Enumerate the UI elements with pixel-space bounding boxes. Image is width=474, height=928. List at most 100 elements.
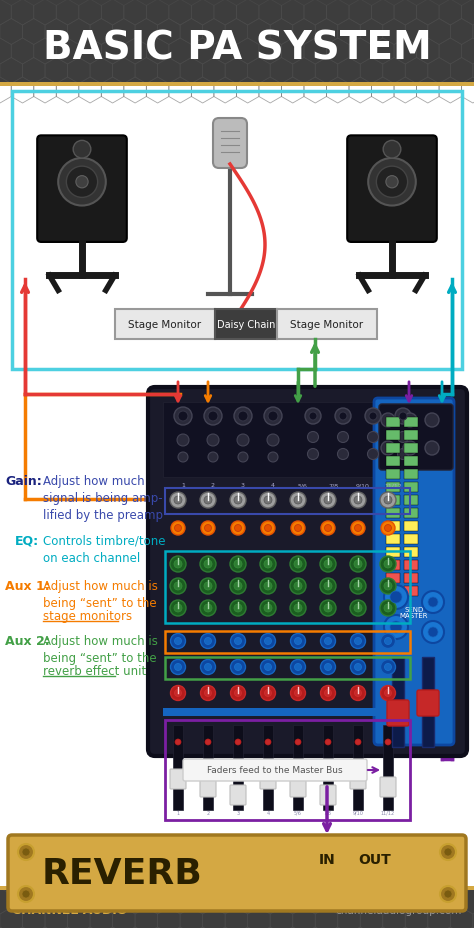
Circle shape — [230, 557, 246, 573]
Circle shape — [174, 407, 192, 426]
Bar — [163, 403, 452, 478]
Circle shape — [265, 740, 271, 745]
Circle shape — [425, 414, 439, 428]
Bar — [0, 83, 474, 87]
Circle shape — [230, 600, 246, 616]
Bar — [323, 725, 333, 810]
Circle shape — [264, 664, 272, 671]
Circle shape — [380, 557, 396, 573]
FancyBboxPatch shape — [213, 119, 247, 169]
Text: 9/10: 9/10 — [356, 483, 370, 487]
Circle shape — [175, 740, 181, 745]
Bar — [386, 496, 400, 506]
Circle shape — [381, 686, 395, 701]
Bar — [386, 418, 400, 428]
Text: channelaudiogroup.com: channelaudiogroup.com — [336, 905, 462, 915]
Circle shape — [261, 522, 275, 535]
Circle shape — [291, 634, 306, 649]
Text: 4: 4 — [271, 483, 275, 487]
Circle shape — [200, 493, 216, 509]
Bar — [0, 886, 474, 890]
Circle shape — [264, 407, 282, 426]
Circle shape — [350, 578, 366, 594]
Text: 4: 4 — [266, 810, 270, 815]
FancyBboxPatch shape — [417, 690, 439, 716]
Circle shape — [380, 493, 396, 509]
Circle shape — [320, 578, 336, 594]
Text: Stage Monitor: Stage Monitor — [291, 319, 364, 329]
Circle shape — [309, 413, 317, 420]
Circle shape — [235, 525, 241, 532]
Circle shape — [268, 411, 278, 421]
FancyBboxPatch shape — [8, 835, 466, 911]
Circle shape — [170, 578, 186, 594]
Circle shape — [365, 408, 381, 424]
Circle shape — [390, 591, 402, 603]
FancyBboxPatch shape — [347, 136, 437, 243]
Circle shape — [291, 522, 305, 535]
Circle shape — [178, 411, 188, 421]
Circle shape — [425, 442, 439, 456]
Text: stage monitors: stage monitors — [43, 610, 132, 623]
Circle shape — [260, 600, 276, 616]
Circle shape — [294, 664, 301, 671]
Circle shape — [234, 604, 242, 612]
Text: Controls timbre/tone
on each channel: Controls timbre/tone on each channel — [43, 535, 165, 564]
FancyBboxPatch shape — [320, 785, 336, 806]
Circle shape — [294, 638, 301, 645]
Circle shape — [204, 604, 212, 612]
Circle shape — [201, 686, 216, 701]
Circle shape — [385, 740, 391, 745]
FancyBboxPatch shape — [148, 388, 467, 756]
Circle shape — [337, 449, 348, 460]
FancyBboxPatch shape — [387, 701, 409, 727]
Text: Adjust how much
signal is being amp-
lified by the preamp: Adjust how much signal is being amp- lif… — [43, 474, 163, 522]
Circle shape — [200, 557, 216, 573]
Circle shape — [260, 493, 276, 509]
Circle shape — [325, 525, 331, 532]
Circle shape — [66, 167, 98, 199]
Circle shape — [381, 414, 395, 428]
FancyBboxPatch shape — [115, 310, 215, 340]
Circle shape — [422, 591, 444, 613]
Circle shape — [76, 176, 88, 188]
Text: Gain:: Gain: — [5, 474, 42, 487]
Bar — [404, 444, 418, 454]
Bar — [165, 657, 410, 679]
Bar — [404, 535, 418, 545]
Circle shape — [174, 690, 182, 697]
Bar — [173, 725, 183, 810]
Text: 2: 2 — [211, 483, 215, 487]
Circle shape — [384, 496, 392, 505]
FancyBboxPatch shape — [380, 777, 396, 797]
Circle shape — [170, 493, 186, 509]
Bar — [386, 548, 400, 558]
Circle shape — [325, 690, 331, 697]
Circle shape — [238, 453, 248, 462]
Text: CHANNEL AUDIO: CHANNEL AUDIO — [12, 904, 128, 917]
Circle shape — [390, 622, 402, 633]
Circle shape — [384, 664, 392, 671]
Circle shape — [204, 664, 211, 671]
Bar — [404, 561, 418, 571]
Text: reverb effect unit: reverb effect unit — [43, 664, 146, 677]
Circle shape — [320, 493, 336, 509]
Circle shape — [422, 622, 444, 643]
Text: Daisy Chain: Daisy Chain — [217, 319, 275, 329]
Circle shape — [325, 664, 331, 671]
FancyBboxPatch shape — [37, 136, 127, 243]
Text: Faders feed to the Master Bus: Faders feed to the Master Bus — [207, 766, 343, 775]
Text: SEND
MASTER: SEND MASTER — [400, 606, 428, 619]
Circle shape — [325, 740, 331, 745]
Circle shape — [260, 557, 276, 573]
Circle shape — [261, 686, 275, 701]
Bar — [386, 431, 400, 441]
Circle shape — [174, 638, 182, 645]
FancyBboxPatch shape — [277, 310, 377, 340]
Circle shape — [320, 634, 336, 649]
Circle shape — [355, 690, 362, 697]
Text: OUT: OUT — [359, 852, 392, 866]
Bar — [386, 457, 400, 467]
Circle shape — [351, 522, 365, 535]
Circle shape — [22, 848, 30, 856]
